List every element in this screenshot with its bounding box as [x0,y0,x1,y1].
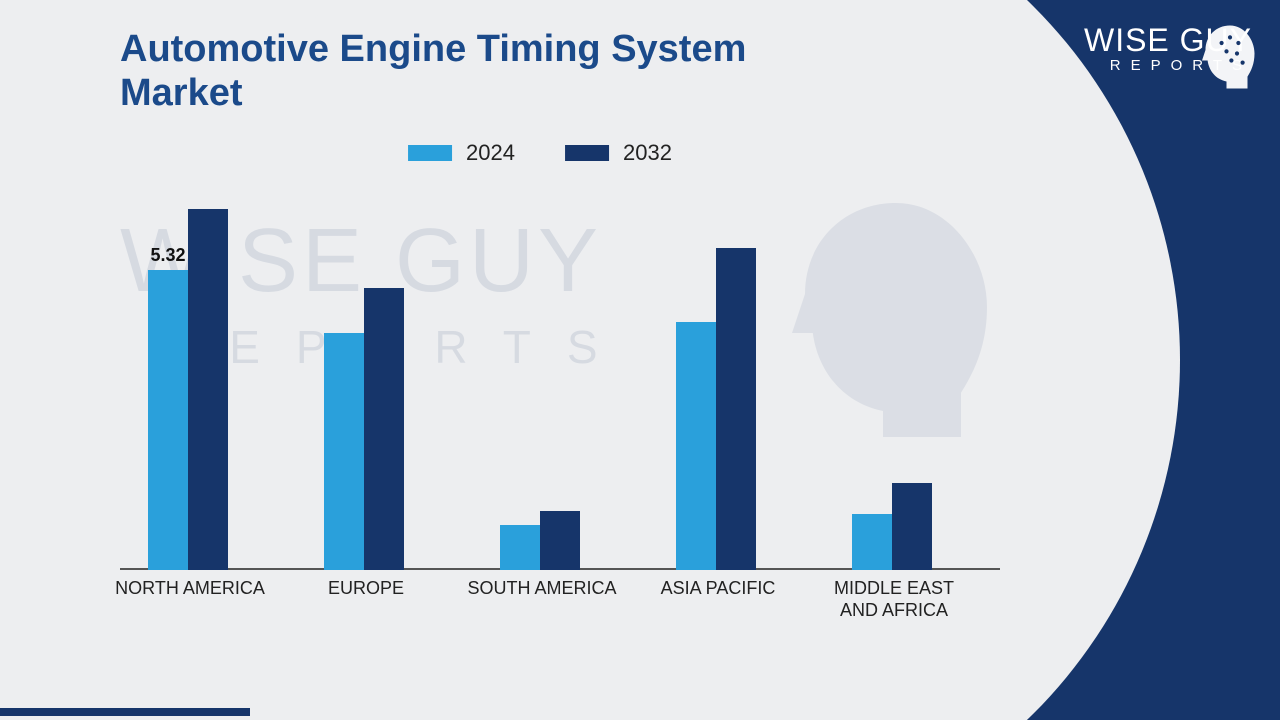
legend-swatch-2032 [565,145,609,161]
bar-value-label: 5.32 [138,245,198,266]
head-icon [1188,22,1258,92]
plot-region: 5.32NORTH AMERICAEUROPESOUTH AMERICAASIA… [120,175,1000,570]
x-category-label: MIDDLE EAST AND AFRICA [814,578,974,621]
bar-2032 [364,288,404,570]
canvas: WISE GUY REPORTS Automotive Engine Timin… [0,0,1280,720]
legend: 2024 2032 [408,140,672,166]
x-category-label: NORTH AMERICA [110,578,270,600]
bar-2024 [852,514,892,570]
bar-2032 [716,248,756,570]
legend-swatch-2024 [408,145,452,161]
bar-2024 [324,333,364,570]
brand-logo: WISE GUY REPORTS [1084,22,1252,74]
x-category-label: SOUTH AMERICA [462,578,622,600]
chart-title: Automotive Engine Timing System Market [120,28,820,115]
x-category-label: ASIA PACIFIC [638,578,798,600]
legend-label: 2032 [623,140,672,166]
bar-2024 [676,322,716,570]
legend-item: 2032 [565,140,672,166]
bottom-accent-strip [0,708,250,716]
chart-area: Market Size in USD Billion 2024 2032 5.3… [60,150,1020,680]
bar-2032 [892,483,932,570]
bar-2024 [500,525,540,570]
bar-2032 [540,511,580,570]
legend-label: 2024 [466,140,515,166]
bar-2024 [148,270,188,570]
legend-item: 2024 [408,140,515,166]
x-category-label: EUROPE [286,578,446,600]
